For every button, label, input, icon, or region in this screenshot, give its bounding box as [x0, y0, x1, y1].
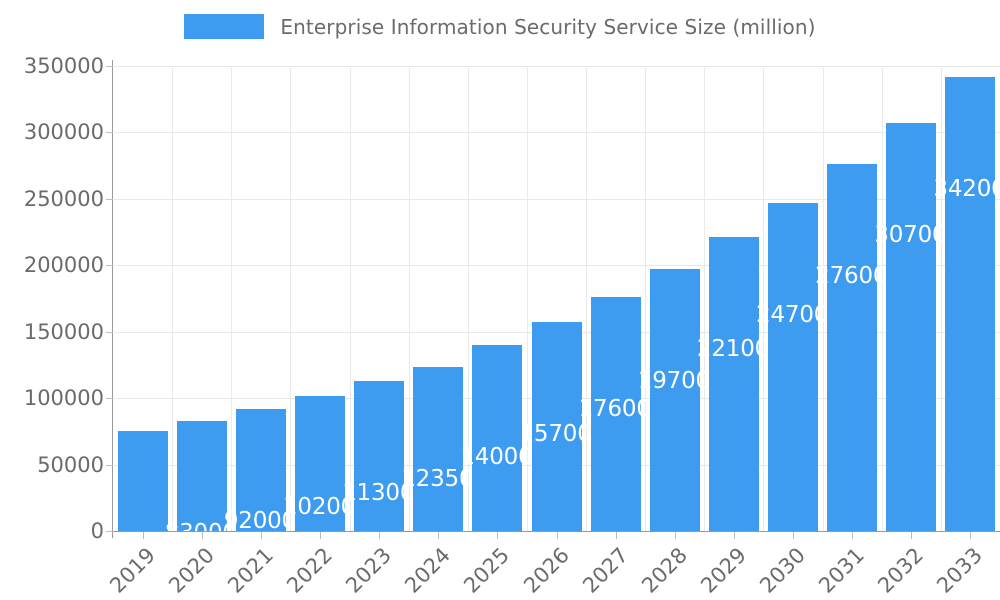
- x-tick-label: 2027: [577, 543, 633, 598]
- y-tick-label: 100000: [23, 386, 104, 411]
- x-gridline: [290, 66, 291, 531]
- bar[interactable]: [827, 164, 878, 531]
- x-tick-label: 2030: [755, 543, 811, 598]
- y-gridline: [113, 132, 1000, 134]
- y-tick-label: 250000: [23, 186, 104, 211]
- x-axis-line: [107, 531, 1000, 532]
- bar[interactable]: [176, 420, 227, 531]
- x-tick-mark: [261, 532, 262, 539]
- x-tick-mark: [497, 532, 498, 539]
- x-tick-label: 2024: [400, 543, 456, 598]
- x-gridline: [586, 66, 587, 531]
- x-tick-mark: [616, 532, 617, 539]
- x-tick-label: 2029: [696, 543, 751, 598]
- x-gridline: [468, 66, 469, 531]
- bar[interactable]: [768, 202, 819, 531]
- y-tick-label: 0: [90, 519, 104, 543]
- legend-label: Enterprise Information Security Service …: [280, 14, 816, 39]
- x-tick-mark: [793, 532, 794, 539]
- x-tick-label: 2022: [282, 543, 337, 598]
- bar[interactable]: [117, 431, 168, 531]
- x-gridline: [527, 66, 528, 531]
- x-gridline: [941, 66, 942, 531]
- y-tick-label: 50000: [37, 452, 104, 477]
- bar[interactable]: [945, 76, 996, 531]
- y-axis-line: [112, 60, 113, 538]
- y-tick-mark: [106, 531, 113, 532]
- bar[interactable]: [294, 395, 345, 531]
- x-tick-mark: [557, 532, 558, 539]
- x-tick-label: 2023: [341, 543, 397, 598]
- y-tick-label: 150000: [23, 319, 104, 344]
- bar[interactable]: [472, 345, 523, 531]
- x-tick-label: 2026: [518, 543, 574, 598]
- plot-area: 7500083000920001020001130001235001400001…: [113, 66, 1000, 531]
- x-tick-mark: [143, 532, 144, 539]
- x-gridline: [645, 66, 646, 531]
- x-gridline: [882, 66, 883, 531]
- x-tick-label: 2025: [459, 543, 515, 598]
- x-tick-label: 2021: [223, 543, 278, 598]
- y-tick-mark: [106, 464, 113, 466]
- bar[interactable]: [886, 123, 937, 531]
- x-gridline: [823, 66, 824, 531]
- y-tick-label: 200000: [23, 253, 104, 278]
- y-tick-label: 350000: [23, 54, 104, 78]
- bar[interactable]: [235, 408, 286, 531]
- x-tick-label: 2033: [932, 543, 988, 598]
- x-tick-mark: [911, 532, 912, 539]
- x-tick-label: 2028: [636, 543, 692, 598]
- x-tick-label: 2019: [104, 543, 160, 598]
- y-tick-mark: [106, 198, 113, 200]
- y-tick-mark: [106, 331, 113, 333]
- y-tick-mark: [106, 66, 113, 67]
- bar[interactable]: [531, 322, 582, 531]
- x-tick-mark: [734, 532, 735, 539]
- x-tick-mark: [852, 532, 853, 539]
- bar[interactable]: [413, 366, 464, 531]
- x-tick-mark: [675, 532, 676, 539]
- x-gridline: [704, 66, 705, 531]
- x-tick-label: 2032: [873, 543, 929, 598]
- bar[interactable]: [590, 297, 641, 531]
- y-gridline: [113, 66, 1000, 67]
- y-gridline: [113, 198, 1000, 200]
- x-tick-mark: [970, 532, 971, 539]
- y-tick-label: 300000: [23, 120, 104, 145]
- x-gridline: [763, 66, 764, 531]
- y-tick-mark: [106, 398, 113, 400]
- x-tick-mark: [379, 532, 380, 539]
- x-tick-label: 2031: [814, 543, 870, 598]
- y-tick-mark: [106, 265, 113, 267]
- y-gridline: [113, 265, 1000, 267]
- x-tick-label: 2020: [163, 543, 219, 598]
- y-tick-mark: [106, 132, 113, 134]
- legend-color-swatch[interactable]: [184, 14, 265, 39]
- x-gridline: [409, 66, 410, 531]
- x-tick-mark: [438, 532, 439, 539]
- bar[interactable]: [708, 237, 759, 531]
- x-tick-mark: [202, 532, 203, 539]
- chart-legend[interactable]: Enterprise Information Security Service …: [0, 14, 1000, 39]
- x-gridline: [231, 66, 232, 531]
- x-tick-mark: [320, 532, 321, 539]
- x-gridline: [350, 66, 351, 531]
- bar[interactable]: [354, 380, 405, 531]
- bar[interactable]: [649, 269, 700, 531]
- x-gridline: [172, 66, 173, 531]
